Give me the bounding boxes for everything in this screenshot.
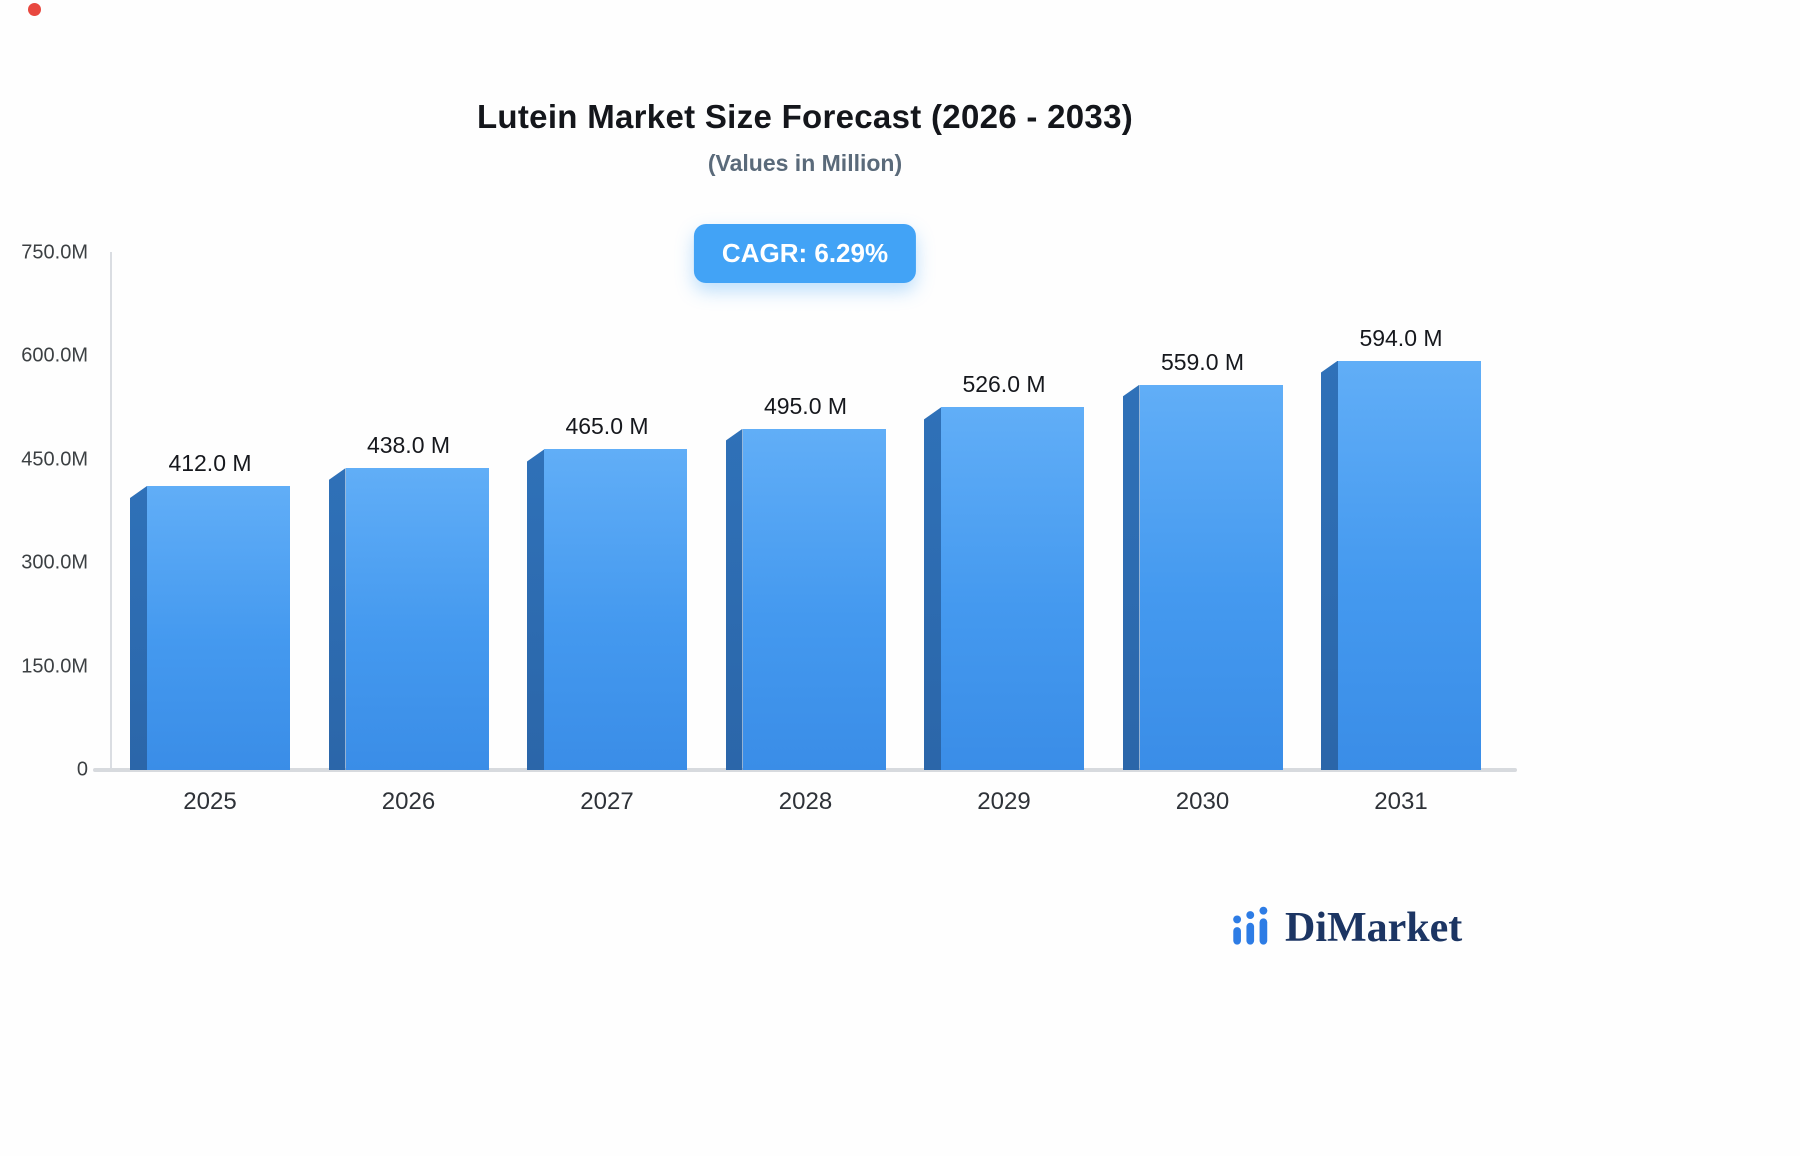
bar-group: 559.0 M — [1122, 348, 1283, 770]
x-axis-label: 2031 — [1374, 788, 1428, 815]
plot-area: 412.0 M 438.0 M 465.0 M 495.0 M 526.0 M 559.0… — [110, 253, 1515, 815]
bar-value-label: 465.0 M — [565, 413, 649, 440]
y-tick-label: 0 — [76, 758, 88, 781]
bar-group: 594.0 M — [1321, 325, 1481, 770]
x-axis-label: 2027 — [580, 788, 634, 815]
bar — [1321, 360, 1481, 770]
x-axis-label: 2025 — [183, 788, 237, 815]
bar-side-shade — [130, 486, 147, 770]
bar — [924, 407, 1084, 770]
bar-value-label: 412.0 M — [168, 450, 252, 476]
y-axis-line — [110, 252, 112, 772]
bar-group: 465.0 M — [527, 413, 687, 770]
bar — [725, 428, 886, 770]
y-tick-label: 150.0M — [21, 655, 88, 678]
bar — [1122, 384, 1283, 770]
bar-side-shade — [328, 468, 346, 770]
bar-face — [1139, 384, 1283, 770]
bar-value-label: 438.0 M — [366, 432, 451, 459]
bar-face — [345, 468, 489, 770]
bar — [527, 449, 687, 770]
bar-side-shade — [1122, 384, 1140, 770]
bar-face — [742, 428, 886, 770]
bar-side-shade — [725, 428, 743, 770]
recording-dot — [28, 3, 41, 16]
y-tick-label: 750.0M — [21, 241, 88, 264]
bar-group: 495.0 M — [725, 392, 886, 770]
bar-value-label: 495.0 M — [763, 392, 848, 419]
brand-logo-text: DiMarket — [1285, 905, 1463, 951]
bar-side-shade — [924, 407, 941, 770]
bar-face — [941, 407, 1084, 770]
chart-subtitle: (Values in Million) — [707, 150, 903, 176]
chart-title: Lutein Market Size Forecast (2026 - 2033… — [476, 98, 1134, 135]
y-tick-label: 300.0M — [21, 551, 88, 574]
x-axis-label: 2029 — [977, 788, 1031, 815]
x-axis-label: 2028 — [778, 788, 833, 815]
bar-face — [147, 486, 290, 770]
bar-value-label: 559.0 M — [1160, 348, 1245, 375]
bar-chart-icon — [1233, 906, 1268, 945]
x-axis-label: 2026 — [381, 788, 436, 815]
x-axis-label: 2030 — [1175, 788, 1230, 815]
bar-side-shade — [527, 449, 544, 770]
bar-value-label: 594.0 M — [1359, 324, 1443, 351]
bar — [328, 468, 489, 770]
cagr-badge: CAGR: 6.29% — [693, 224, 917, 283]
bar-group: 526.0 M — [924, 371, 1084, 770]
brand-logo: DiMarket — [1231, 903, 1462, 949]
bar-face — [544, 449, 687, 770]
bar-group: 412.0 M — [130, 450, 290, 770]
x-axis-line — [93, 768, 1517, 772]
bar-group: 438.0 M — [328, 432, 489, 770]
x-axis-labels: 2025 2026 2027 2028 2029 2030 2031 — [110, 788, 1515, 816]
y-tick-label: 600.0M — [21, 344, 88, 367]
y-axis-labels: 750.0M 600.0M 450.0M 300.0M 150.0M 0 — [0, 242, 88, 781]
y-tick-label: 450.0M — [21, 448, 88, 471]
bar-value-label: 526.0 M — [962, 371, 1046, 398]
bar-face — [1338, 360, 1481, 770]
bar — [130, 486, 290, 770]
bar-side-shade — [1321, 360, 1338, 770]
bars: 412.0 M 438.0 M 465.0 M 495.0 M 526.0 M 559.0… — [110, 253, 1515, 770]
